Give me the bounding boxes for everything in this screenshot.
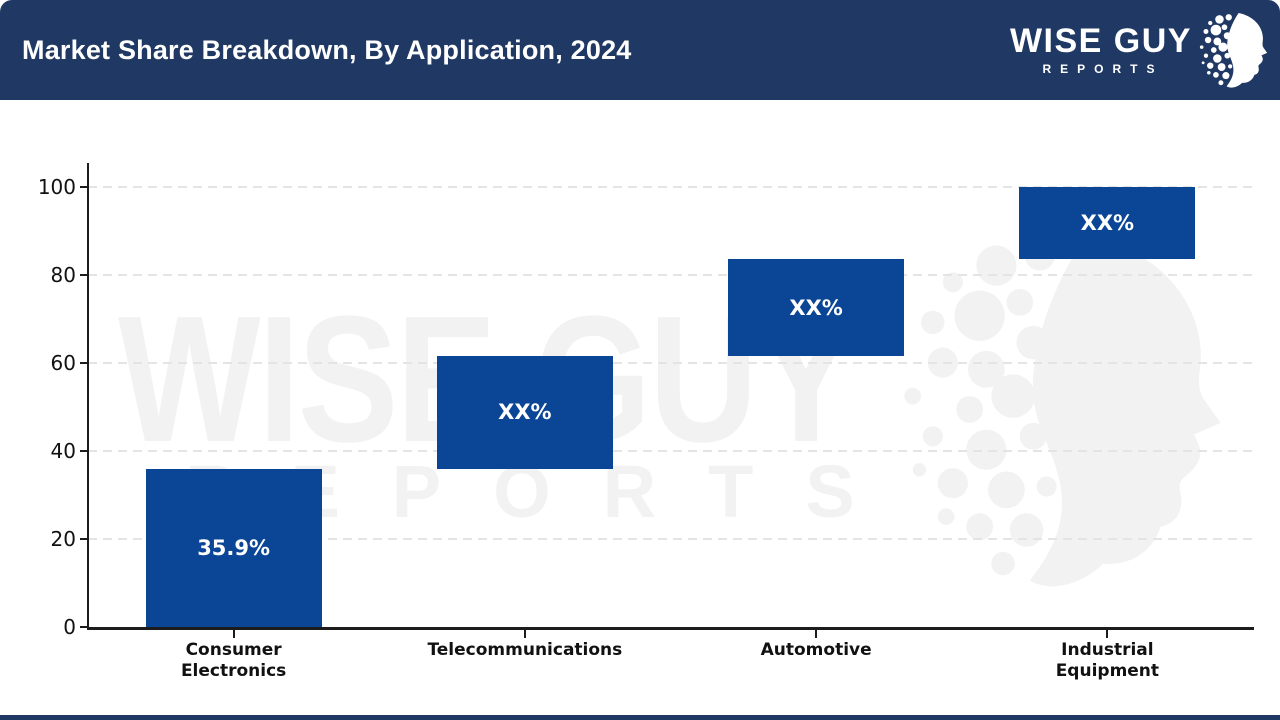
x-tick-label-industrial-equipment: Industrial Equipment [1055, 640, 1160, 682]
y-tick-mark-60 [80, 362, 88, 364]
brand-logo: WISE GUY REPORTS [1010, 7, 1270, 93]
x-tick-label-automotive: Automotive [760, 640, 872, 660]
header: Market Share Breakdown, By Application, … [0, 0, 1280, 100]
bar-telecommunications: XX% [436, 355, 613, 470]
y-tick-label-40: 40 [50, 439, 76, 463]
bar-value-label-automotive: XX% [789, 295, 843, 320]
x-tick-mark-industrial-equipment [1106, 629, 1109, 638]
y-tick-mark-40 [80, 450, 88, 452]
footer-accent-bar [0, 715, 1280, 720]
y-tick-label-60: 60 [50, 351, 76, 375]
y-tick-mark-80 [80, 274, 88, 276]
x-tick-label-consumer-electronics: Consumer Electronics [180, 640, 287, 682]
brand-name: WISE GUY [1009, 22, 1192, 60]
bar-automotive: XX% [728, 259, 905, 356]
x-tick-mark-telecommunications [523, 629, 526, 638]
gridline-80 [88, 274, 1253, 276]
head-profile-icon [1199, 13, 1268, 88]
gridline-60 [88, 362, 1253, 364]
bar-value-label-consumer-electronics: 35.9% [197, 536, 271, 560]
x-tick-mark-consumer-electronics [232, 629, 235, 638]
y-tick-mark-100 [80, 186, 88, 188]
y-tick-label-100: 100 [37, 175, 76, 199]
y-tick-label-80: 80 [50, 263, 76, 287]
gridline-40 [88, 450, 1253, 452]
brand-logo-text: WISE GUY REPORTS [1010, 24, 1192, 76]
y-tick-label-0: 0 [63, 615, 76, 639]
bar-value-label-industrial-equipment: XX% [1080, 211, 1135, 236]
x-axis [87, 627, 1254, 630]
x-tick-mark-automotive [815, 629, 818, 638]
y-tick-label-20: 20 [50, 527, 76, 551]
y-tick-mark-20 [80, 538, 88, 540]
bar-consumer-electronics: 35.9% [145, 469, 322, 627]
brand-subtitle: REPORTS [1042, 62, 1164, 76]
gridline-100 [88, 186, 1253, 188]
gridline-20 [88, 538, 1253, 540]
y-axis [87, 163, 89, 629]
bar-industrial-equipment: XX% [1019, 187, 1196, 260]
page-title: Market Share Breakdown, By Application, … [22, 34, 632, 65]
x-tick-label-telecommunications: Telecommunications [427, 640, 623, 660]
y-tick-mark-0 [80, 626, 88, 628]
bar-value-label-telecommunications: XX% [498, 400, 552, 425]
